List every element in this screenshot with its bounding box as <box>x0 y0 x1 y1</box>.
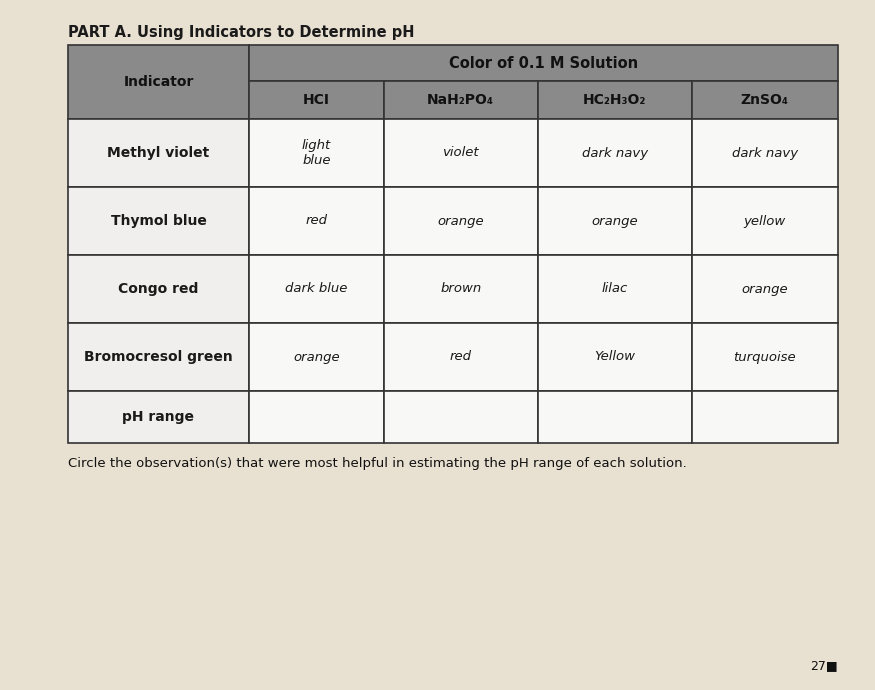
Text: Color of 0.1 M Solution: Color of 0.1 M Solution <box>449 55 638 70</box>
Bar <box>249 323 384 391</box>
Bar <box>68 323 249 391</box>
Text: Circle the observation(s) that were most helpful in estimating the pH range of e: Circle the observation(s) that were most… <box>68 457 687 470</box>
Text: red: red <box>305 215 327 228</box>
Bar <box>538 81 692 119</box>
Text: 27■: 27■ <box>810 659 838 672</box>
Bar <box>384 255 538 323</box>
Text: violet: violet <box>443 146 479 159</box>
Bar <box>692 323 838 391</box>
Text: dark blue: dark blue <box>285 282 347 295</box>
Text: red: red <box>450 351 472 364</box>
Text: dark navy: dark navy <box>732 146 798 159</box>
Bar <box>249 119 384 187</box>
Text: brown: brown <box>440 282 481 295</box>
Text: yellow: yellow <box>744 215 786 228</box>
Text: PART A. Using Indicators to Determine pH: PART A. Using Indicators to Determine pH <box>68 25 415 40</box>
Text: orange: orange <box>592 215 638 228</box>
Bar <box>68 119 249 187</box>
Bar <box>538 187 692 255</box>
Text: ZnSO₄: ZnSO₄ <box>741 93 789 107</box>
Bar <box>538 119 692 187</box>
Bar <box>384 81 538 119</box>
Bar <box>68 45 249 119</box>
Bar <box>249 45 838 81</box>
Text: light
blue: light blue <box>302 139 331 167</box>
Text: lilac: lilac <box>602 282 628 295</box>
Bar <box>384 119 538 187</box>
Bar <box>68 255 249 323</box>
Text: Indicator: Indicator <box>123 75 193 89</box>
Text: Methyl violet: Methyl violet <box>108 146 210 160</box>
Bar <box>538 255 692 323</box>
Bar <box>692 81 838 119</box>
Bar <box>538 323 692 391</box>
Text: dark navy: dark navy <box>582 146 648 159</box>
Bar <box>384 323 538 391</box>
Text: turquoise: turquoise <box>733 351 796 364</box>
Bar <box>249 81 384 119</box>
Text: pH range: pH range <box>123 410 194 424</box>
Bar <box>249 187 384 255</box>
Text: orange: orange <box>293 351 340 364</box>
Text: Yellow: Yellow <box>594 351 635 364</box>
Bar <box>692 119 838 187</box>
Text: Congo red: Congo red <box>118 282 199 296</box>
Text: NaH₂PO₄: NaH₂PO₄ <box>427 93 494 107</box>
Text: Thymol blue: Thymol blue <box>110 214 206 228</box>
Bar <box>249 391 384 443</box>
Text: HCI: HCI <box>303 93 330 107</box>
Bar <box>384 391 538 443</box>
Text: orange: orange <box>741 282 788 295</box>
Bar <box>538 391 692 443</box>
Bar <box>692 187 838 255</box>
Bar <box>68 187 249 255</box>
Text: HC₂H₃O₂: HC₂H₃O₂ <box>583 93 647 107</box>
Bar <box>249 255 384 323</box>
Bar <box>68 391 249 443</box>
Bar <box>692 255 838 323</box>
Bar <box>384 187 538 255</box>
Text: orange: orange <box>438 215 484 228</box>
Bar <box>692 391 838 443</box>
Text: Bromocresol green: Bromocresol green <box>84 350 233 364</box>
